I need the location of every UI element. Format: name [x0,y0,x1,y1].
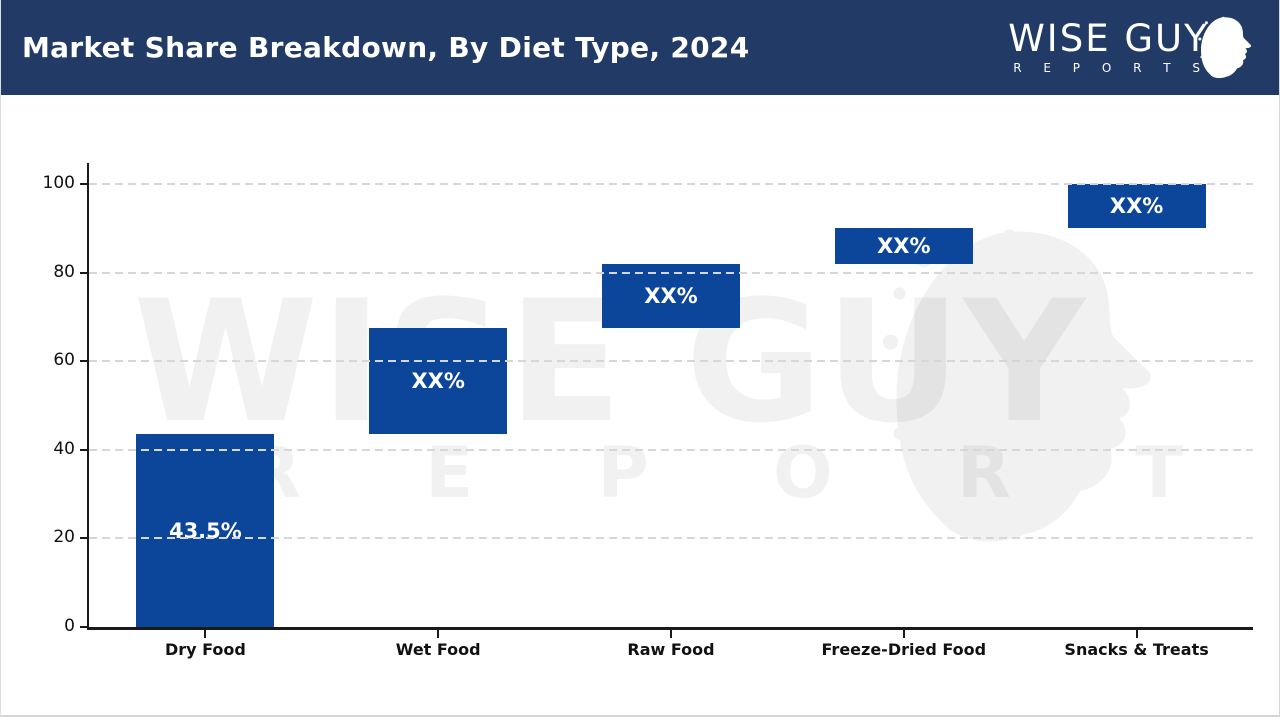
bar-label-raw-food: XX% [644,283,698,308]
logo-text: WISE GUY R E P O R T S [1008,20,1209,75]
x-tick-dry-food [204,629,207,638]
y-tick-20 [80,537,89,540]
x-tick-freeze-dried-food [902,629,905,638]
logo-subtitle: R E P O R T S [1013,61,1209,75]
y-tick-label-40: 40 [53,438,75,459]
bar-snacks-treats: XX% [1067,184,1206,229]
y-tick-label-60: 60 [53,350,75,371]
bar-label-wet-food: XX% [411,369,465,394]
head-profile-dots-icon [1198,16,1252,78]
bar-label-snacks-treats: XX% [1109,194,1164,219]
y-tick-label-80: 80 [53,261,75,282]
bar-label-freeze-dried-food: XX% [877,234,931,259]
x-tick-snacks-treats [1135,629,1138,638]
y-tick-0 [80,626,89,628]
gridline-40 [89,448,1253,451]
y-tick-label-0: 0 [64,616,75,636]
y-tick-60 [80,360,89,363]
x-tick-wet-food [437,629,440,638]
logo-wordmark: WISE GUY [1008,17,1209,60]
watermark-head-profile-dots-icon [882,229,1152,542]
gridline-100 [89,183,1253,185]
y-tick-label-20: 20 [53,527,75,548]
x-label-dry-food: Dry Food [164,640,246,659]
page-title: Market Share Breakdown, By Diet Type, 20… [22,31,750,64]
x-label-snacks-treats: Snacks & Treats [1064,640,1209,659]
bar-wet-food: XX% [369,327,508,435]
gridline-60 [89,360,1253,363]
y-tick-40 [80,448,89,451]
bar-freeze-dried-food: XX% [834,228,973,264]
x-label-wet-food: Wet Food [395,640,481,659]
bar-dry-food: 43.5% [136,434,275,627]
x-label-raw-food: Raw Food [627,640,715,659]
y-tick-80 [80,271,89,274]
header-bar: Market Share Breakdown, By Diet Type, 20… [1,0,1279,95]
x-tick-raw-food [670,629,672,638]
y-tick-100 [80,183,89,185]
y-tick-label-100: 100 [42,173,75,193]
gridline-20 [89,537,1253,540]
x-axis-line [87,627,1253,630]
gridline-80 [89,271,1253,274]
bar-raw-food: XX% [602,263,740,328]
x-label-freeze-dried-food: Freeze-Dried Food [821,640,987,659]
y-axis-line [87,163,89,629]
wise-guy-logo: WISE GUY R E P O R T S [1008,8,1255,88]
